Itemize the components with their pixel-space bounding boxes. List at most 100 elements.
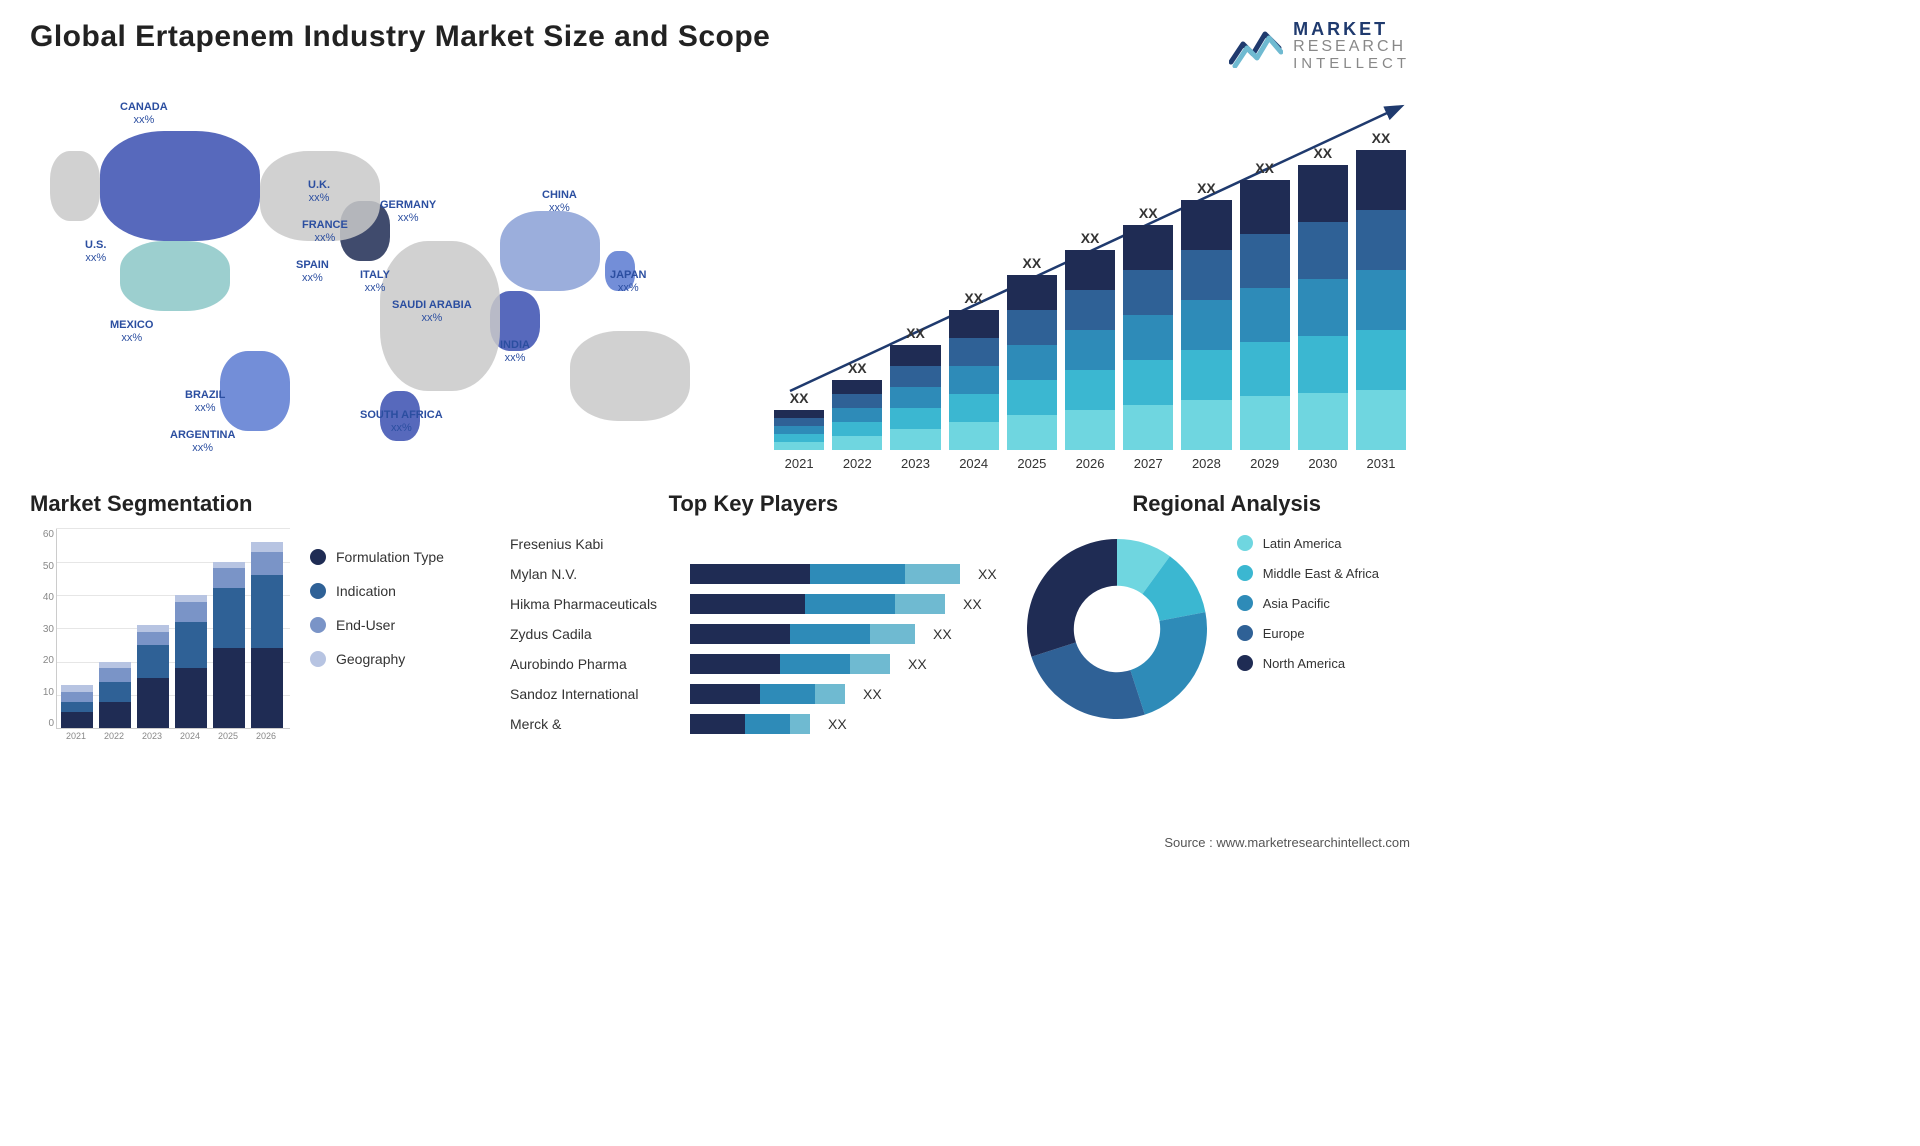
legend-item: Formulation Type bbox=[310, 549, 444, 565]
kp-segment bbox=[805, 594, 895, 614]
logo-icon bbox=[1229, 24, 1283, 68]
bar-value-label: XX bbox=[964, 290, 983, 306]
kp-value: XX bbox=[828, 716, 847, 732]
map-region bbox=[220, 351, 290, 431]
kp-segment bbox=[895, 594, 945, 614]
bar-segment bbox=[1123, 360, 1173, 405]
bar-segment bbox=[832, 422, 882, 436]
kp-segment bbox=[690, 594, 805, 614]
map-region bbox=[100, 131, 260, 241]
forecast-bar: XX2028 bbox=[1181, 180, 1231, 471]
forecast-bar: XX2031 bbox=[1356, 130, 1406, 471]
kp-row: Sandoz InternationalXX bbox=[510, 679, 997, 709]
bar-year-label: 2023 bbox=[901, 456, 930, 471]
bar-value-label: XX bbox=[1023, 255, 1042, 271]
legend-label: Europe bbox=[1263, 626, 1305, 641]
regional-panel: Regional Analysis Latin AmericaMiddle Ea… bbox=[1017, 491, 1437, 749]
legend-swatch bbox=[310, 617, 326, 633]
seg-segment bbox=[137, 678, 169, 728]
seg-segment bbox=[61, 712, 93, 729]
seg-segment bbox=[99, 668, 131, 681]
legend-swatch bbox=[1237, 655, 1253, 671]
y-tick: 30 bbox=[43, 624, 54, 635]
bar-segment bbox=[774, 442, 824, 450]
bar-segment bbox=[949, 310, 999, 338]
forecast-bar: XX2029 bbox=[1240, 160, 1290, 471]
legend-label: North America bbox=[1263, 656, 1345, 671]
seg-year-label: 2022 bbox=[98, 731, 130, 749]
legend-label: Formulation Type bbox=[336, 549, 444, 565]
donut-slice bbox=[1027, 539, 1117, 657]
kp-segment bbox=[790, 714, 810, 734]
kp-row: Mylan N.V.XX bbox=[510, 559, 997, 589]
bar-segment bbox=[1007, 275, 1057, 310]
seg-segment bbox=[137, 632, 169, 645]
seg-segment bbox=[99, 702, 131, 729]
brand-logo: MARKET RESEARCH INTELLECT bbox=[1229, 20, 1410, 71]
regional-legend: Latin America Middle East & Africa Asia Pa… bbox=[1237, 529, 1379, 671]
kp-segment bbox=[905, 564, 960, 584]
map-label: CANADAxx% bbox=[120, 101, 168, 125]
bar-segment bbox=[890, 345, 940, 366]
bar-segment bbox=[1240, 234, 1290, 288]
bar-segment bbox=[949, 422, 999, 450]
kp-bar bbox=[690, 594, 945, 614]
bar-value-label: XX bbox=[848, 360, 867, 376]
segmentation-chart: 6050403020100 202120222023202420252026 bbox=[30, 529, 290, 749]
bar-segment bbox=[1298, 279, 1348, 336]
kp-segment bbox=[760, 684, 815, 704]
seg-segment bbox=[61, 702, 93, 712]
legend-item: Latin America bbox=[1237, 535, 1379, 551]
seg-segment bbox=[213, 562, 245, 569]
logo-line1: MARKET bbox=[1293, 20, 1410, 39]
bar-segment bbox=[774, 410, 824, 418]
kp-row: Aurobindo PharmaXX bbox=[510, 649, 997, 679]
kp-label: Merck & bbox=[510, 716, 680, 732]
bar-segment bbox=[1356, 390, 1406, 450]
bar-segment bbox=[1065, 250, 1115, 290]
logo-line2: RESEARCH bbox=[1293, 39, 1410, 56]
kp-bar bbox=[690, 654, 890, 674]
bar-segment bbox=[890, 429, 940, 450]
bar-segment bbox=[1240, 180, 1290, 234]
seg-segment bbox=[213, 648, 245, 728]
bar-value-label: XX bbox=[1139, 205, 1158, 221]
bar-segment bbox=[1065, 330, 1115, 370]
kp-row: Zydus CadilaXX bbox=[510, 619, 997, 649]
bar-value-label: XX bbox=[1372, 130, 1391, 146]
legend-item: Geography bbox=[310, 651, 444, 667]
y-tick: 40 bbox=[43, 592, 54, 603]
bar-year-label: 2030 bbox=[1308, 456, 1337, 471]
seg-segment bbox=[61, 692, 93, 702]
map-region bbox=[500, 211, 600, 291]
map-region bbox=[120, 241, 230, 311]
legend-swatch bbox=[1237, 595, 1253, 611]
key-players-title: Top Key Players bbox=[510, 491, 997, 517]
map-label: FRANCExx% bbox=[302, 219, 348, 243]
bar-segment bbox=[1181, 200, 1231, 250]
legend-swatch bbox=[1237, 625, 1253, 641]
bar-segment bbox=[1123, 315, 1173, 360]
forecast-bar: XX2022 bbox=[832, 360, 882, 471]
seg-segment bbox=[175, 602, 207, 622]
kp-segment bbox=[690, 624, 790, 644]
bar-segment bbox=[1298, 222, 1348, 279]
legend-swatch bbox=[310, 583, 326, 599]
bar-segment bbox=[1007, 415, 1057, 450]
map-label: ITALYxx% bbox=[360, 269, 390, 293]
kp-value: XX bbox=[863, 686, 882, 702]
seg-segment bbox=[175, 595, 207, 602]
bar-segment bbox=[1240, 342, 1290, 396]
legend-item: Europe bbox=[1237, 625, 1379, 641]
kp-segment bbox=[815, 684, 845, 704]
seg-bar bbox=[99, 662, 131, 729]
legend-item: Asia Pacific bbox=[1237, 595, 1379, 611]
bar-value-label: XX bbox=[1255, 160, 1274, 176]
seg-segment bbox=[213, 568, 245, 588]
source-attribution: Source : www.marketresearchintellect.com bbox=[1164, 835, 1410, 850]
legend-swatch bbox=[1237, 565, 1253, 581]
legend-label: Middle East & Africa bbox=[1263, 566, 1379, 581]
map-label: CHINAxx% bbox=[542, 189, 577, 213]
map-label: INDIAxx% bbox=[500, 339, 530, 363]
bar-segment bbox=[1298, 165, 1348, 222]
